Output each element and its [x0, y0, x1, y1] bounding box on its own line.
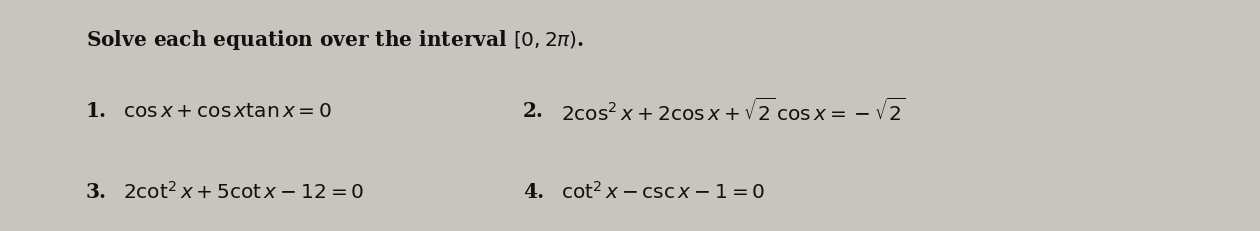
Text: 4.: 4.: [523, 182, 544, 202]
Text: $2\cos^2 x + 2\cos x + \sqrt{2}\,\cos x = -\sqrt{2}$: $2\cos^2 x + 2\cos x + \sqrt{2}\,\cos x …: [561, 97, 906, 125]
Text: $\cos x + \cos x\tan x = 0$: $\cos x + \cos x\tan x = 0$: [123, 101, 333, 121]
Text: $\cot^2 x - \csc x - 1 = 0$: $\cot^2 x - \csc x - 1 = 0$: [561, 181, 765, 203]
Text: 2.: 2.: [523, 101, 544, 121]
Text: $2\cot^2 x + 5\cot x - 12 = 0$: $2\cot^2 x + 5\cot x - 12 = 0$: [123, 181, 365, 203]
Text: 1.: 1.: [86, 101, 107, 121]
Text: Solve each equation over the interval $\left[0, 2\pi\right)$.: Solve each equation over the interval $\…: [86, 28, 583, 52]
Text: 3.: 3.: [86, 182, 107, 202]
